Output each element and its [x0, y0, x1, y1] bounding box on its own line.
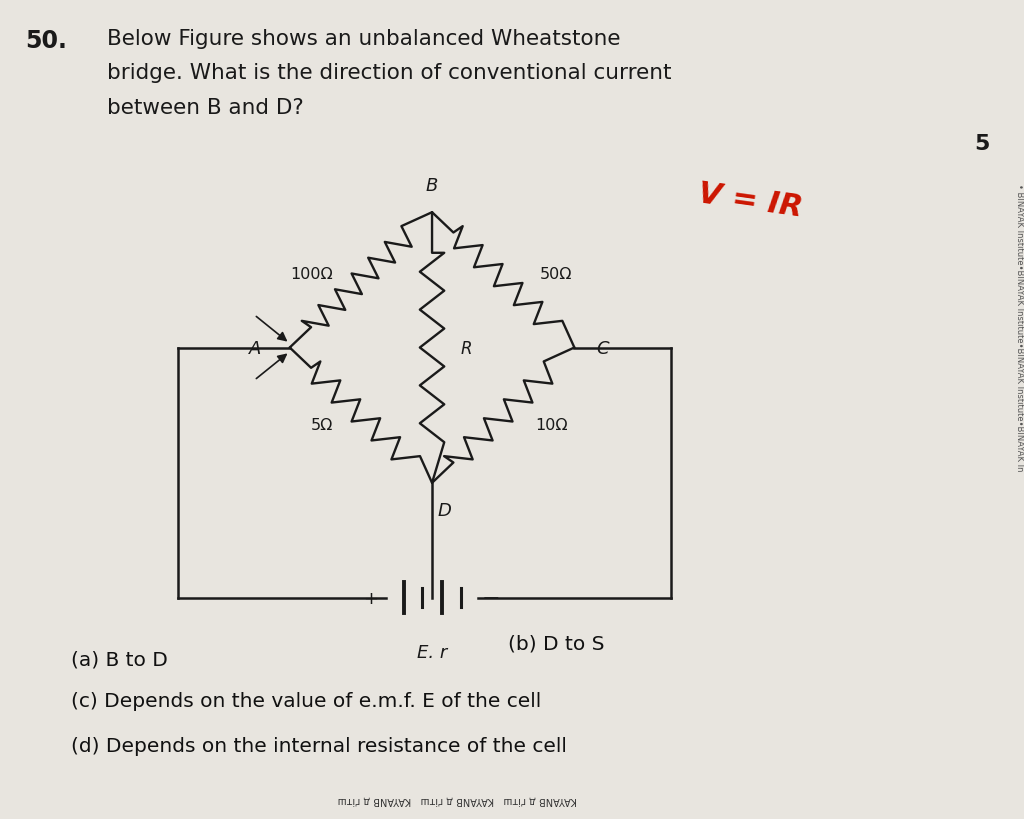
- Text: V = IR: V = IR: [696, 179, 805, 222]
- Text: KAYANB д ґітш   KAYANB д ґітш   KAYANB д ґітш: KAYANB д ґітш KAYANB д ґітш KAYANB д ґіт…: [338, 794, 578, 804]
- Text: E. r: E. r: [417, 643, 447, 661]
- Text: between B and D?: between B and D?: [106, 97, 303, 117]
- Text: +: +: [364, 589, 379, 607]
- Text: D: D: [437, 501, 452, 519]
- Text: (d) Depends on the internal resistance of the cell: (d) Depends on the internal resistance o…: [71, 735, 567, 755]
- Text: (b) D to S: (b) D to S: [508, 633, 605, 653]
- Text: 100Ω: 100Ω: [291, 266, 334, 282]
- Text: 50Ω: 50Ω: [540, 266, 572, 282]
- Text: B: B: [426, 177, 438, 195]
- Text: (c) Depends on the value of e.m.f. E of the cell: (c) Depends on the value of e.m.f. E of …: [71, 690, 542, 710]
- Text: 50.: 50.: [26, 29, 68, 52]
- Text: −: −: [481, 588, 501, 608]
- Text: R: R: [461, 339, 472, 357]
- Text: A: A: [249, 339, 261, 357]
- Text: (a) B to D: (a) B to D: [71, 649, 168, 669]
- Text: bridge. What is the direction of conventional current: bridge. What is the direction of convent…: [106, 63, 672, 83]
- Text: 5Ω: 5Ω: [311, 418, 334, 433]
- Text: 10Ω: 10Ω: [536, 418, 568, 433]
- Text: Below Figure shows an unbalanced Wheatstone: Below Figure shows an unbalanced Wheatst…: [106, 29, 621, 48]
- Text: 5: 5: [974, 133, 989, 153]
- Text: • BINAYAK Institute•BINAYAK Institute•BINAYAK Institute•BINAYAK In: • BINAYAK Institute•BINAYAK Institute•BI…: [1015, 184, 1024, 471]
- Text: C: C: [597, 339, 609, 357]
